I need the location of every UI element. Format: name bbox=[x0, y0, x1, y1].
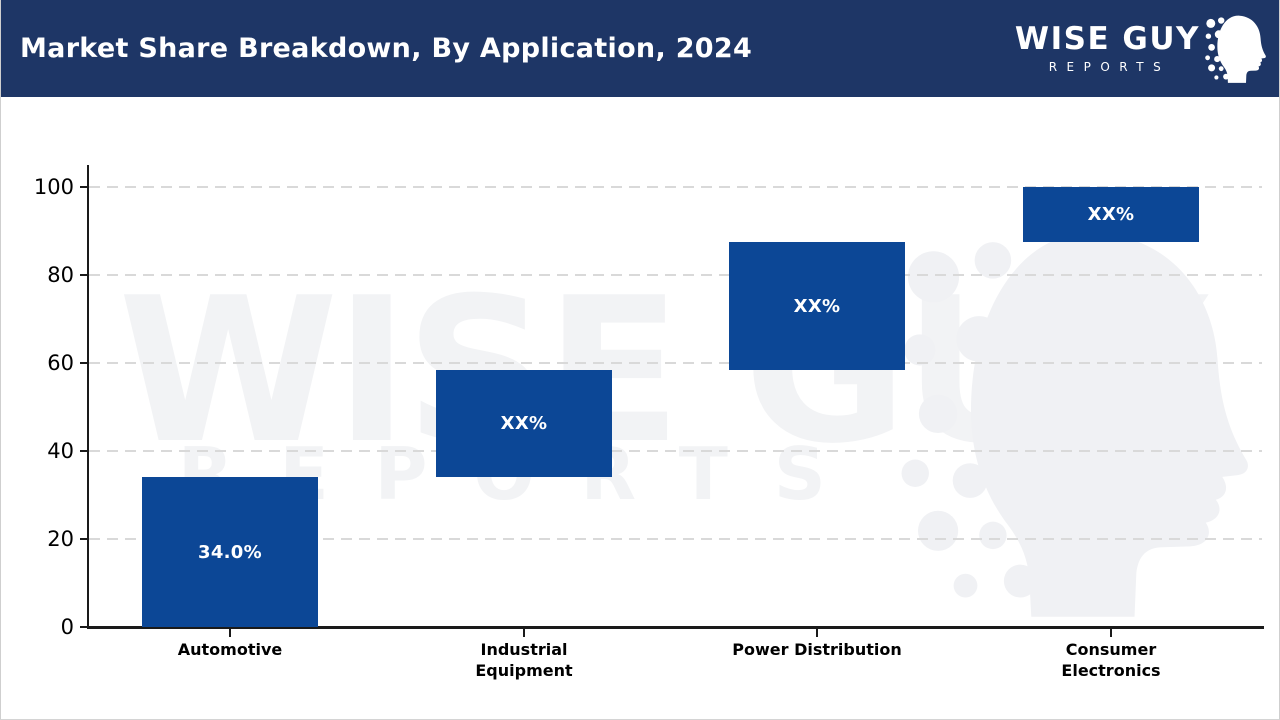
watermark-head-graphic bbox=[901, 232, 1248, 617]
gridline-40 bbox=[89, 450, 1262, 452]
x-tick-mark bbox=[816, 629, 818, 637]
y-tick-mark bbox=[80, 186, 88, 188]
x-label-industrial-equipment: Industrial Equipment bbox=[404, 639, 644, 681]
y-tick-mark bbox=[80, 362, 88, 364]
header-bar: Market Share Breakdown, By Application, … bbox=[0, 0, 1280, 97]
y-tick-mark bbox=[80, 538, 88, 540]
page-title: Market Share Breakdown, By Application, … bbox=[20, 33, 753, 64]
brand-name-text: WISE GUY bbox=[1014, 20, 1200, 57]
x-label-line: Consumer bbox=[1065, 640, 1157, 659]
bar-power-distribution: XX% bbox=[729, 242, 905, 370]
bar-value-label: XX% bbox=[793, 295, 841, 317]
brand-logo: WISE GUY REPORTS bbox=[1015, 11, 1266, 87]
y-tick-label-40: 40 bbox=[47, 439, 74, 463]
bar-value-label: 34.0% bbox=[198, 541, 262, 563]
y-tick-label-60: 60 bbox=[47, 351, 74, 375]
bar-value-label: XX% bbox=[1087, 204, 1135, 225]
y-tick-mark bbox=[80, 274, 88, 276]
x-label-power-distribution: Power Distribution bbox=[697, 639, 937, 660]
x-tick-mark bbox=[1110, 629, 1112, 637]
brand-head-icon bbox=[1205, 15, 1266, 83]
y-tick-label-0: 0 bbox=[60, 615, 74, 639]
y-tick-mark bbox=[80, 626, 88, 628]
x-label-consumer-electronics: Consumer Electronics bbox=[991, 639, 1231, 681]
y-tick-mark bbox=[80, 450, 88, 452]
x-tick-mark bbox=[229, 629, 231, 637]
x-label-line: Automotive bbox=[177, 640, 283, 659]
x-tick-mark bbox=[523, 629, 525, 637]
gridline-100 bbox=[89, 186, 1262, 188]
brand-wordmark: WISE GUY REPORTS bbox=[1014, 20, 1200, 74]
x-axis-line bbox=[87, 626, 1264, 629]
brand-reports-text: REPORTS bbox=[1048, 59, 1171, 74]
bar-value-label: XX% bbox=[500, 413, 548, 434]
x-label-line: Electronics bbox=[1061, 661, 1161, 680]
y-tick-label-100: 100 bbox=[33, 175, 74, 199]
gridline-20 bbox=[89, 538, 1262, 540]
bar-automotive: 34.0% bbox=[142, 477, 318, 627]
gridline-80 bbox=[89, 274, 1262, 276]
y-tick-label-20: 20 bbox=[47, 527, 74, 551]
bar-industrial-equipment: XX% bbox=[436, 370, 612, 477]
y-axis-line bbox=[87, 165, 89, 628]
bar-consumer-electronics: XX% bbox=[1023, 187, 1199, 242]
x-label-automotive: Automotive bbox=[110, 639, 350, 660]
gridline-60 bbox=[89, 362, 1262, 364]
y-tick-label-80: 80 bbox=[47, 263, 74, 287]
x-label-line: Equipment bbox=[475, 661, 573, 680]
x-label-line: Power Distribution bbox=[732, 640, 902, 659]
x-label-line: Industrial bbox=[480, 640, 568, 659]
